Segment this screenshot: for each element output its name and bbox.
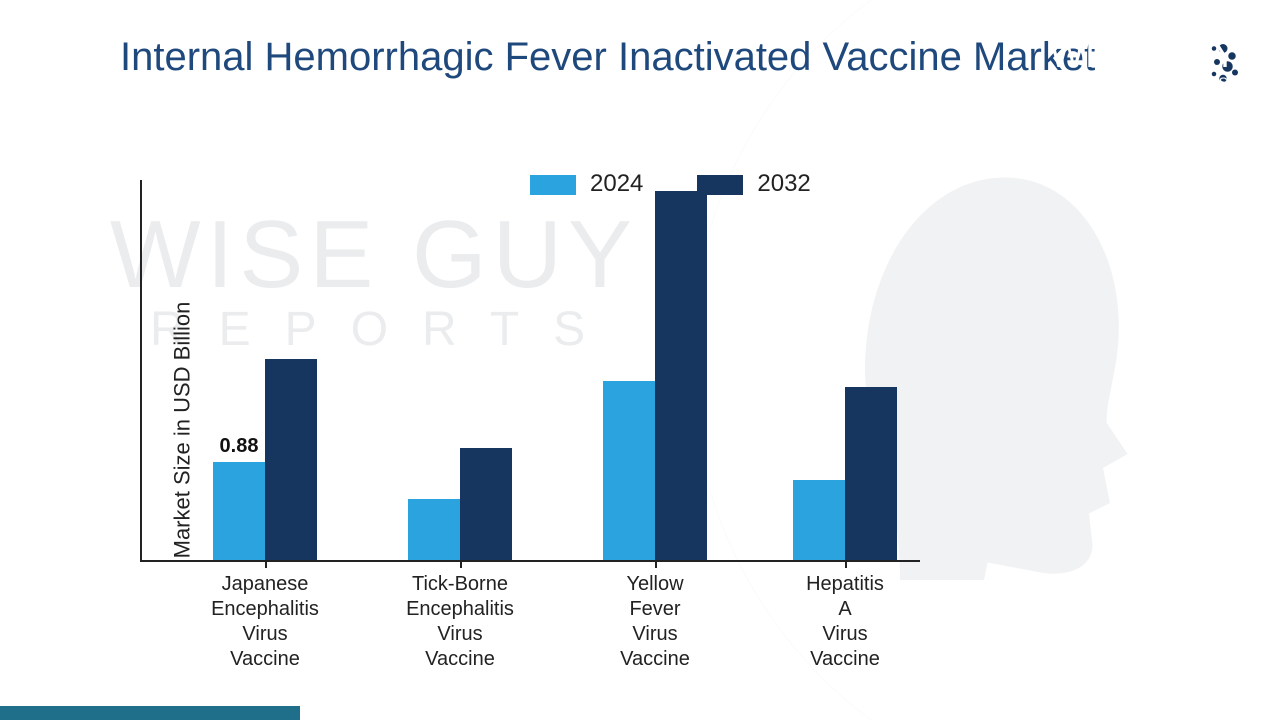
bar-2032 (460, 448, 512, 560)
bar-2024: 0.88 (213, 462, 265, 560)
chart-title: Internal Hemorrhagic Fever Inactivated V… (120, 34, 1095, 80)
brand-line1: WISE GUY (1050, 34, 1238, 76)
category-label: HepatitisAVirusVaccine (765, 572, 925, 672)
legend-swatch-2024 (530, 175, 576, 195)
x-tick (460, 560, 462, 568)
bar-group (580, 191, 730, 560)
bar-2024 (793, 480, 845, 560)
brand-line2: REPORTS (1050, 74, 1238, 90)
bar-2032 (655, 191, 707, 560)
x-tick (845, 560, 847, 568)
category-label: YellowFeverVirusVaccine (575, 572, 735, 672)
x-tick (265, 560, 267, 568)
bar-group (385, 448, 535, 560)
legend-label-2032: 2032 (757, 170, 810, 197)
category-label: Tick-BorneEncephalitisVirusVaccine (380, 572, 540, 672)
bar-chart: Market Size in USD Billion 2024 2032 0.8… (100, 180, 930, 680)
bar-group (770, 387, 920, 560)
bottom-accent-bar (0, 706, 300, 720)
title-text: Internal Hemorrhagic Fever Inactivated V… (120, 35, 1095, 79)
brand-logo: WISE GUY REPORTS (1050, 34, 1238, 90)
bar-2024 (603, 381, 655, 560)
bar-value-label: 0.88 (220, 435, 259, 458)
bar-2032 (845, 387, 897, 560)
y-axis-line (140, 180, 142, 560)
bar-group: 0.88 (190, 359, 340, 560)
x-tick (655, 560, 657, 568)
category-label: JapaneseEncephalitisVirusVaccine (185, 572, 345, 672)
bar-2032 (265, 359, 317, 560)
bar-2024 (408, 499, 460, 560)
x-axis-line (140, 560, 920, 562)
